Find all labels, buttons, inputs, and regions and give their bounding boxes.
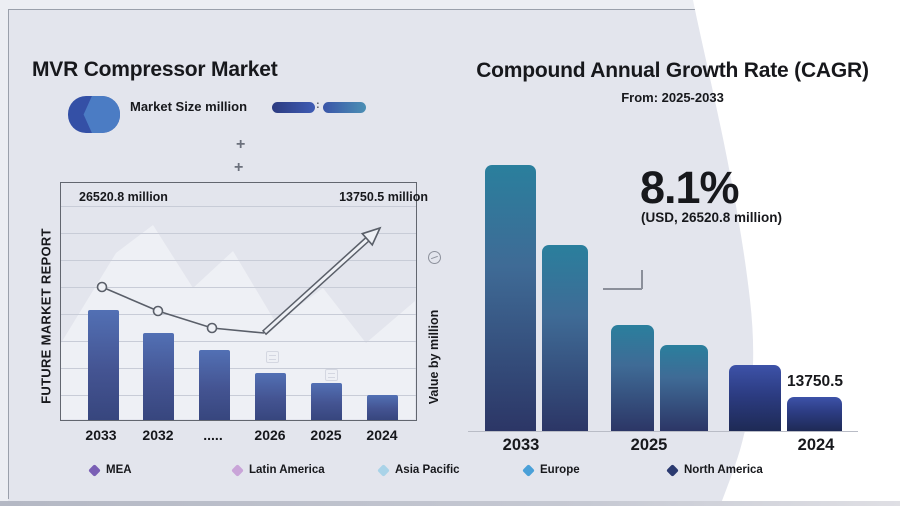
right-chart-axis (468, 431, 858, 432)
step-connector-vertical (641, 270, 643, 289)
legend-item-north-america: North America (666, 463, 763, 477)
trend-line-arrow (96, 226, 382, 336)
bar-2026 (255, 373, 286, 420)
plus-decoration-1: + (236, 136, 246, 153)
pill-separator: : (316, 99, 320, 111)
value-annotation-13750: 13750.5 (787, 373, 844, 390)
rx-label-2033: 2033 (502, 436, 540, 454)
page-title: MVR Compressor Market (32, 58, 278, 81)
chart-value-right: 13750.5 million (339, 190, 428, 204)
legend-item-mea: MEA (88, 463, 132, 477)
legend-label: MEA (106, 464, 132, 476)
cagr-bar-2033-b (542, 245, 588, 431)
cagr-bar-2025-b (660, 345, 708, 431)
cagr-bar-2024-a (729, 365, 781, 431)
cylinder-facet (83, 96, 120, 133)
cylinder-compressor-icon (68, 96, 120, 133)
card-border-top (8, 9, 892, 10)
latin-america-diamond-icon (231, 463, 244, 477)
legend-label: Europe (540, 464, 580, 476)
cagr-bar-2033-a (485, 165, 536, 431)
bar-2032 (143, 333, 174, 420)
watermark-doc-icon-2 (325, 369, 338, 381)
left-margin (0, 0, 8, 506)
brand-watermark-vertical: FUTURE MARKET REPORT (38, 228, 54, 404)
cagr-bar-2024-b (787, 397, 842, 431)
north-america-diamond-icon (666, 463, 679, 477)
bar-2033 (88, 310, 119, 420)
x-label-dots: ..... (203, 427, 223, 443)
cagr-detail: (USD, 26520.8 million) (641, 210, 783, 225)
plus-decoration-2: + (234, 159, 244, 176)
step-connector-horizontal (603, 288, 642, 290)
rx-label-2024: 2024 (797, 436, 835, 454)
legend-label: North America (684, 464, 763, 476)
cagr-value: 8.1% (640, 162, 740, 213)
minus-circle-icon (428, 251, 441, 264)
top-margin (0, 0, 900, 9)
legend-item-europe: Europe (522, 463, 580, 477)
legend-item-latin-america: Latin America (231, 463, 325, 477)
x-label-2033: 2033 (85, 427, 117, 443)
x-label-2025: 2025 (310, 427, 342, 443)
bar-dots (199, 350, 230, 420)
europe-diamond-icon (522, 463, 535, 477)
bar-2024 (367, 395, 398, 420)
asia-pacific-diamond-icon (377, 463, 390, 477)
chart-value-left: 26520.8 million (79, 190, 168, 204)
chart-gridlines (61, 206, 416, 422)
legend-label: Asia Pacific (395, 464, 460, 476)
bottom-shadow-edge (0, 501, 900, 506)
gradient-pill-icon-left (272, 102, 315, 113)
card-border-left (8, 9, 9, 499)
mea-diamond-icon (88, 463, 101, 477)
market-size-chart: 26520.8 million 13750.5 million (60, 182, 428, 422)
x-label-2026: 2026 (254, 427, 286, 443)
cagr-title: Compound Annual Growth Rate (CAGR) (476, 59, 869, 82)
x-label-2024: 2024 (366, 427, 398, 443)
gradient-pill-icon-right (323, 102, 366, 113)
cagr-bar-2025-a (611, 325, 654, 431)
bar-2025 (311, 383, 342, 420)
legend-label: Latin America (249, 464, 325, 476)
market-size-label: Market Size million (130, 99, 248, 114)
rx-label-2025: 2025 (630, 436, 668, 454)
legend-item-asia-pacific: Asia Pacific (377, 463, 460, 477)
y-axis-label-vertical: Value by million (427, 309, 441, 405)
watermark-doc-icon-1 (266, 351, 279, 363)
cagr-subtitle: From: 2025-2033 (621, 90, 724, 105)
x-label-2032: 2032 (142, 427, 174, 443)
